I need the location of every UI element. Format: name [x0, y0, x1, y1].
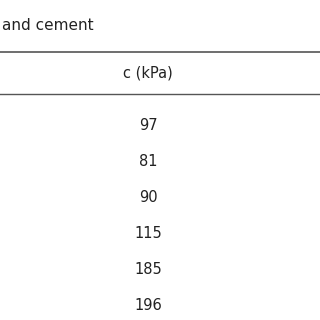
Text: 90: 90: [139, 190, 157, 205]
Text: 185: 185: [134, 262, 162, 277]
Text: 115: 115: [134, 227, 162, 242]
Text: 196: 196: [134, 299, 162, 314]
Text: c (kPa): c (kPa): [123, 66, 173, 81]
Text: and cement: and cement: [2, 18, 94, 33]
Text: 97: 97: [139, 118, 157, 133]
Text: 81: 81: [139, 155, 157, 170]
